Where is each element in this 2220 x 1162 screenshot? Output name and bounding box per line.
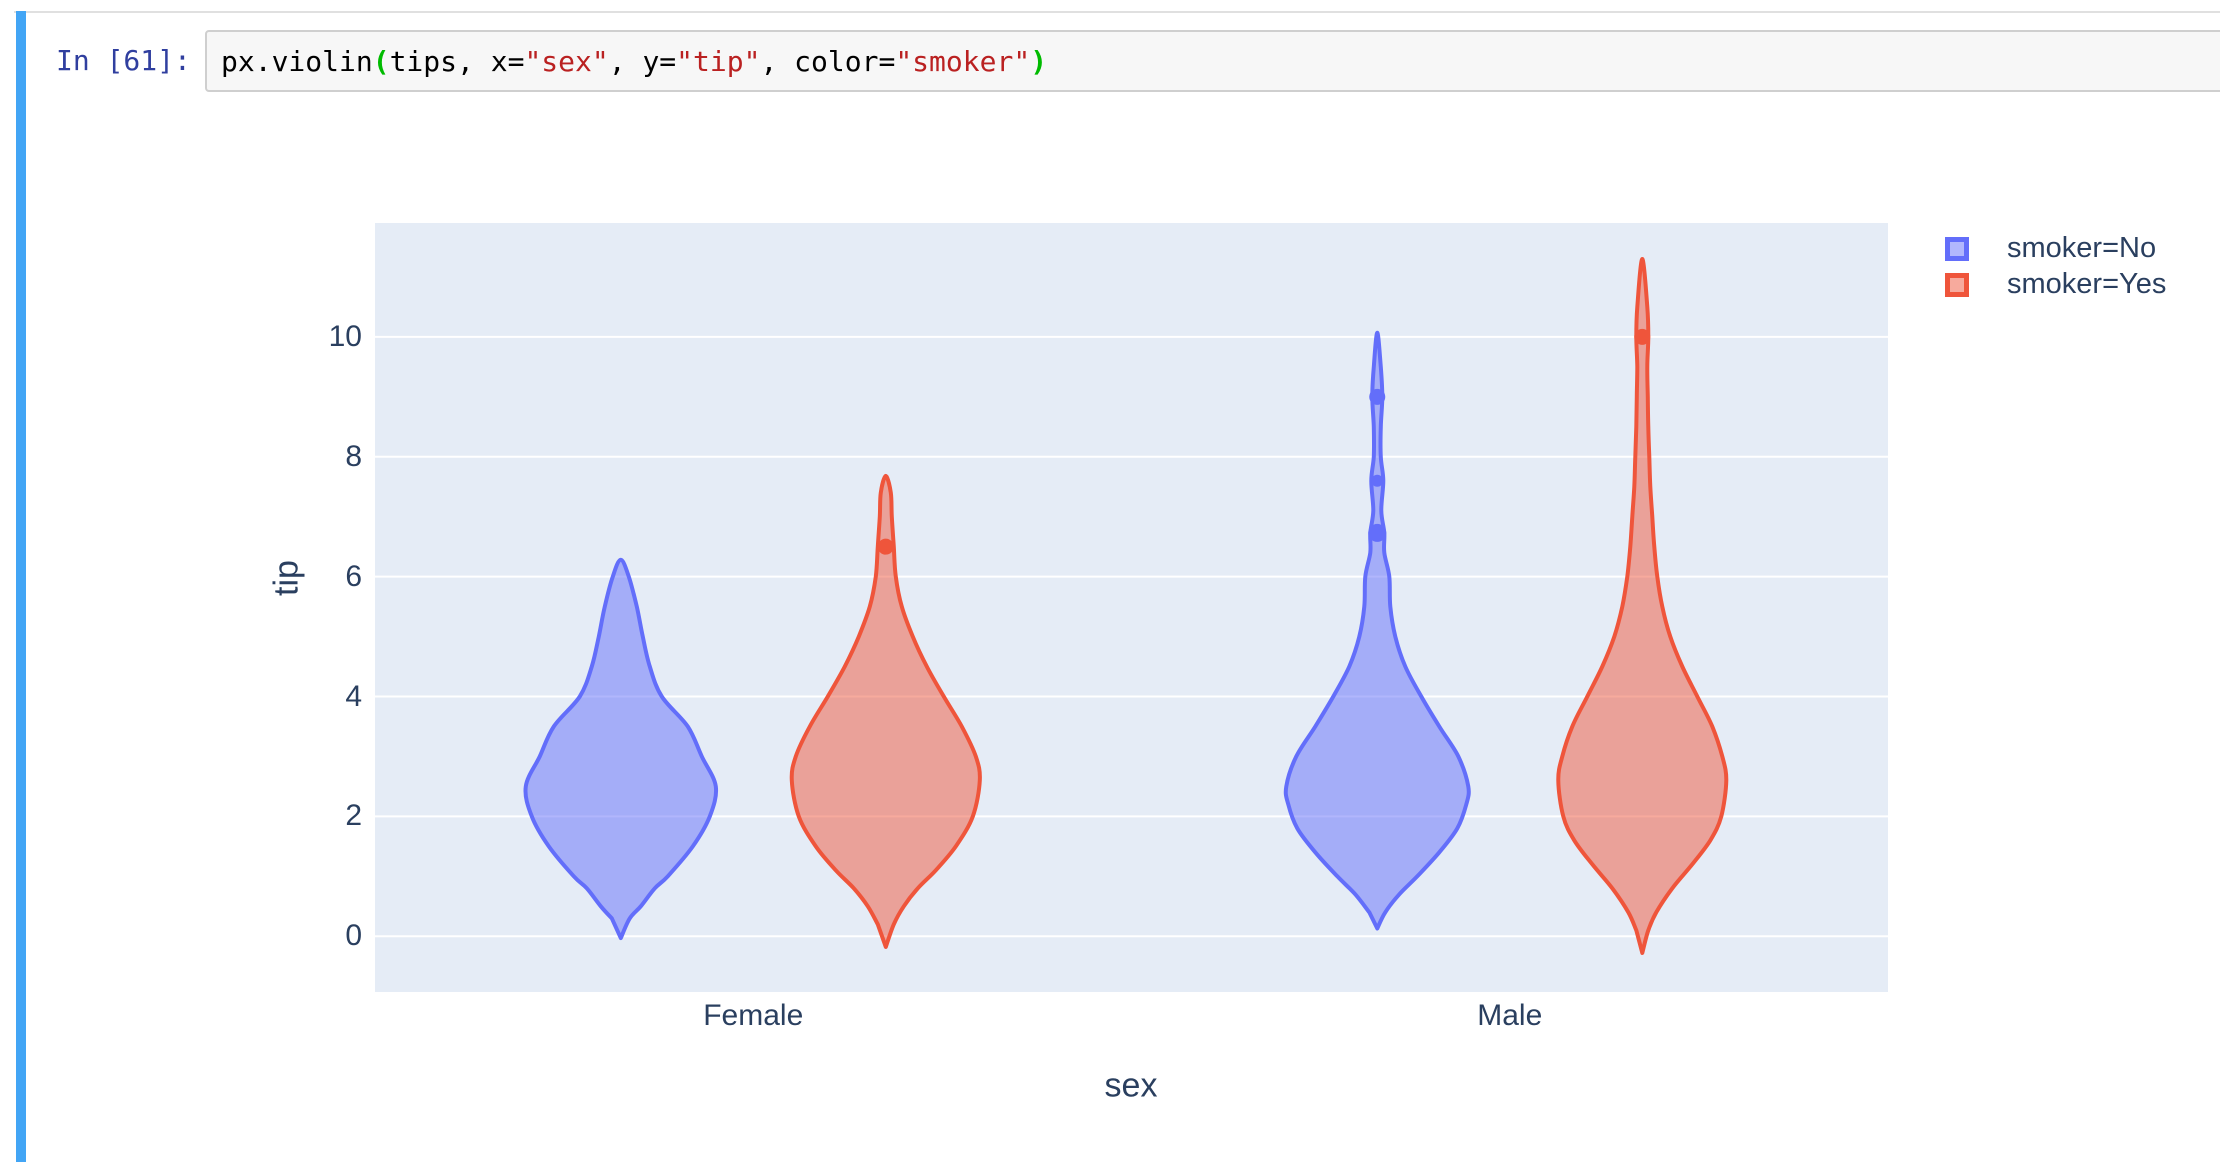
legend-swatch [1945, 236, 1969, 261]
violin-outlier-bump [1371, 474, 1384, 487]
code-token-bracket: ( [372, 44, 390, 78]
code-token-string: "smoker" [895, 44, 1031, 78]
legend-item-smoker-yes[interactable]: smoker=Yes [1945, 268, 2166, 300]
code-line[interactable]: px.violin(tips, x="sex", y="tip", color=… [221, 45, 1047, 78]
y-tick-label-6: 6 [345, 559, 362, 593]
code-token-string: "sex" [524, 44, 609, 78]
violin-male-smoker-no[interactable] [1283, 330, 1471, 931]
code-token-bracket: ) [1030, 44, 1048, 78]
violin-outlier-bump [1369, 388, 1386, 405]
y-tick-label-8: 8 [345, 439, 362, 473]
y-axis-title: tip [267, 560, 306, 596]
selected-cell-indicator [16, 11, 26, 1162]
legend-item-smoker-no[interactable]: smoker=No [1945, 232, 2166, 264]
code-token-plain: tips, x= [389, 44, 525, 78]
code-token-string: "tip" [676, 44, 761, 78]
legend: smoker=No smoker=Yes [1945, 232, 2166, 308]
violin-outlier-bump [1634, 328, 1651, 345]
violin-outlier-bump [877, 538, 894, 555]
x-tick-label-female: Female [703, 999, 804, 1032]
y-tick-label-4: 4 [345, 679, 362, 713]
violin-outlier-bump [1368, 523, 1387, 542]
violin-male-smoker-yes[interactable] [1556, 257, 1729, 955]
y-tick-label-10: 10 [328, 319, 362, 353]
code-token-plain: px.violin [221, 44, 373, 78]
x-axis-title: sex [1104, 1066, 1158, 1105]
cell-top-divider [14, 11, 2220, 13]
legend-label: smoker=Yes [2007, 268, 2167, 300]
x-tick-label-male: Male [1477, 999, 1543, 1032]
legend-label: smoker=No [2007, 232, 2157, 264]
y-tick-label-2: 2 [345, 799, 362, 833]
code-input-area[interactable]: px.violin(tips, x="sex", y="tip", color=… [205, 30, 2220, 92]
violin-female-smoker-yes[interactable] [789, 473, 982, 949]
code-token-plain: , color= [760, 44, 896, 78]
violin-female-smoker-no[interactable] [523, 557, 719, 941]
legend-swatch [1945, 272, 1969, 297]
cell-input-prompt: In [61]: [56, 44, 191, 77]
code-token-plain: , y= [608, 44, 677, 78]
y-tick-label-0: 0 [345, 919, 362, 953]
plot-area[interactable] [375, 223, 1888, 992]
